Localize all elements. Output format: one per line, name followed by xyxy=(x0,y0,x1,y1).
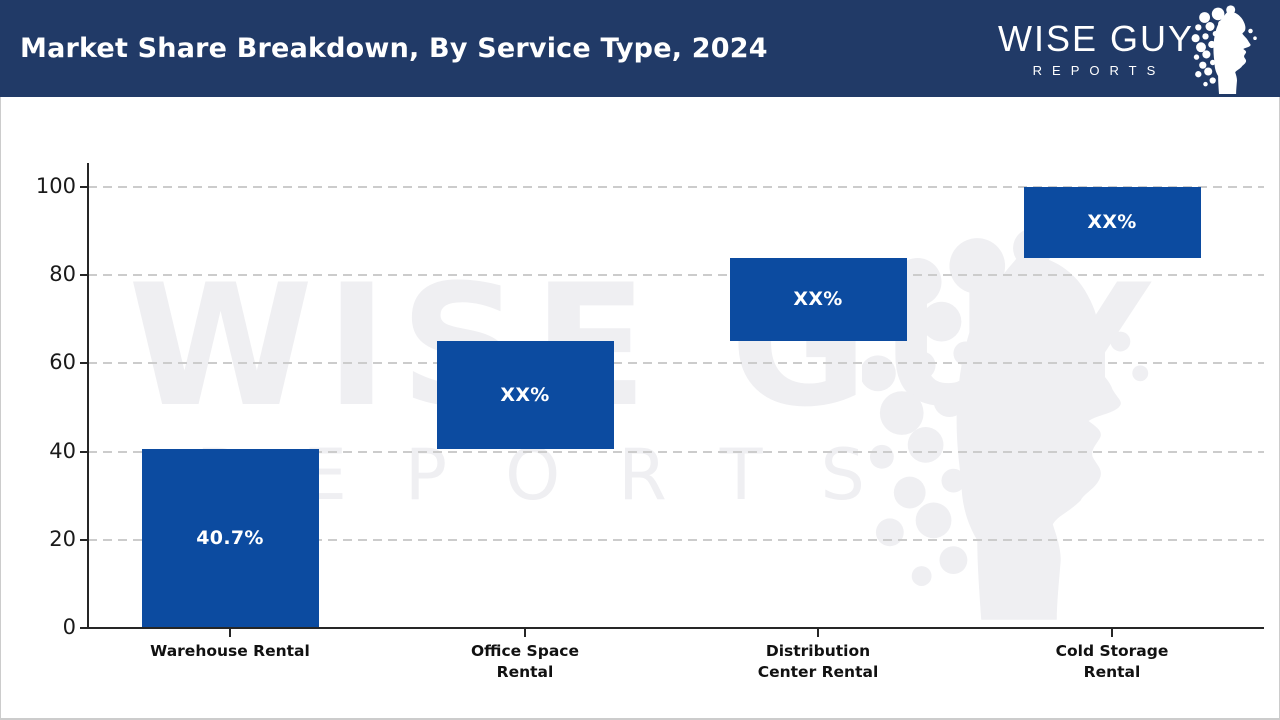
category-label: Cold Storage Rental xyxy=(1055,642,1169,681)
y-axis-tick-label: 40 xyxy=(49,438,76,463)
gridline xyxy=(88,362,1264,365)
y-axis-line xyxy=(87,163,89,629)
bar-segment: 40.7% xyxy=(141,448,319,628)
bar-segment: XX% xyxy=(729,257,907,342)
x-axis-tick xyxy=(817,628,819,637)
y-axis-tick-label: 0 xyxy=(62,615,76,639)
x-axis-line xyxy=(87,627,1264,629)
y-axis-tick-label: 80 xyxy=(49,262,76,287)
logo-wordmark: WISE GUY xyxy=(997,18,1194,59)
y-axis-tick xyxy=(80,274,88,277)
canvas-border-left xyxy=(0,97,1,720)
y-axis-tick xyxy=(80,538,88,541)
bar-segment: XX% xyxy=(436,341,614,449)
bar-value-label: XX% xyxy=(500,383,550,406)
category-label: Office Space Rental xyxy=(471,642,579,681)
gridline xyxy=(88,274,1264,277)
y-axis-tick xyxy=(80,362,88,365)
gridline xyxy=(88,450,1264,453)
wiseguy-face-icon xyxy=(1191,5,1257,94)
bar-value-label: XX% xyxy=(793,288,843,311)
x-axis-tick xyxy=(524,628,526,637)
gridline xyxy=(88,538,1264,541)
header-bar: Market Share Breakdown, By Service Type,… xyxy=(0,0,1280,97)
bar-value-label: 40.7% xyxy=(196,527,264,550)
logo-text: WISE GUY REPORTS xyxy=(997,18,1194,78)
x-axis-tick xyxy=(1111,628,1113,637)
gridline xyxy=(88,186,1264,188)
category-label: Warehouse Rental xyxy=(150,642,310,660)
logo-subtext: REPORTS xyxy=(1032,63,1166,78)
page-title: Market Share Breakdown, By Service Type,… xyxy=(20,33,768,64)
canvas-border-bottom xyxy=(0,718,1280,720)
bar-value-label: XX% xyxy=(1087,211,1137,234)
wiseguy-logo: WISE GUY REPORTS xyxy=(998,4,1266,94)
bar-segment: XX% xyxy=(1023,187,1201,258)
x-axis-tick xyxy=(229,628,231,637)
y-axis-tick xyxy=(80,450,88,453)
y-axis-tick-label: 100 xyxy=(35,174,76,198)
y-axis-tick xyxy=(80,186,88,188)
y-axis-tick-label: 20 xyxy=(49,526,76,551)
y-axis-tick-label: 60 xyxy=(49,350,76,375)
category-label: Distribution Center Rental xyxy=(757,642,879,681)
y-axis-tick xyxy=(80,627,88,629)
